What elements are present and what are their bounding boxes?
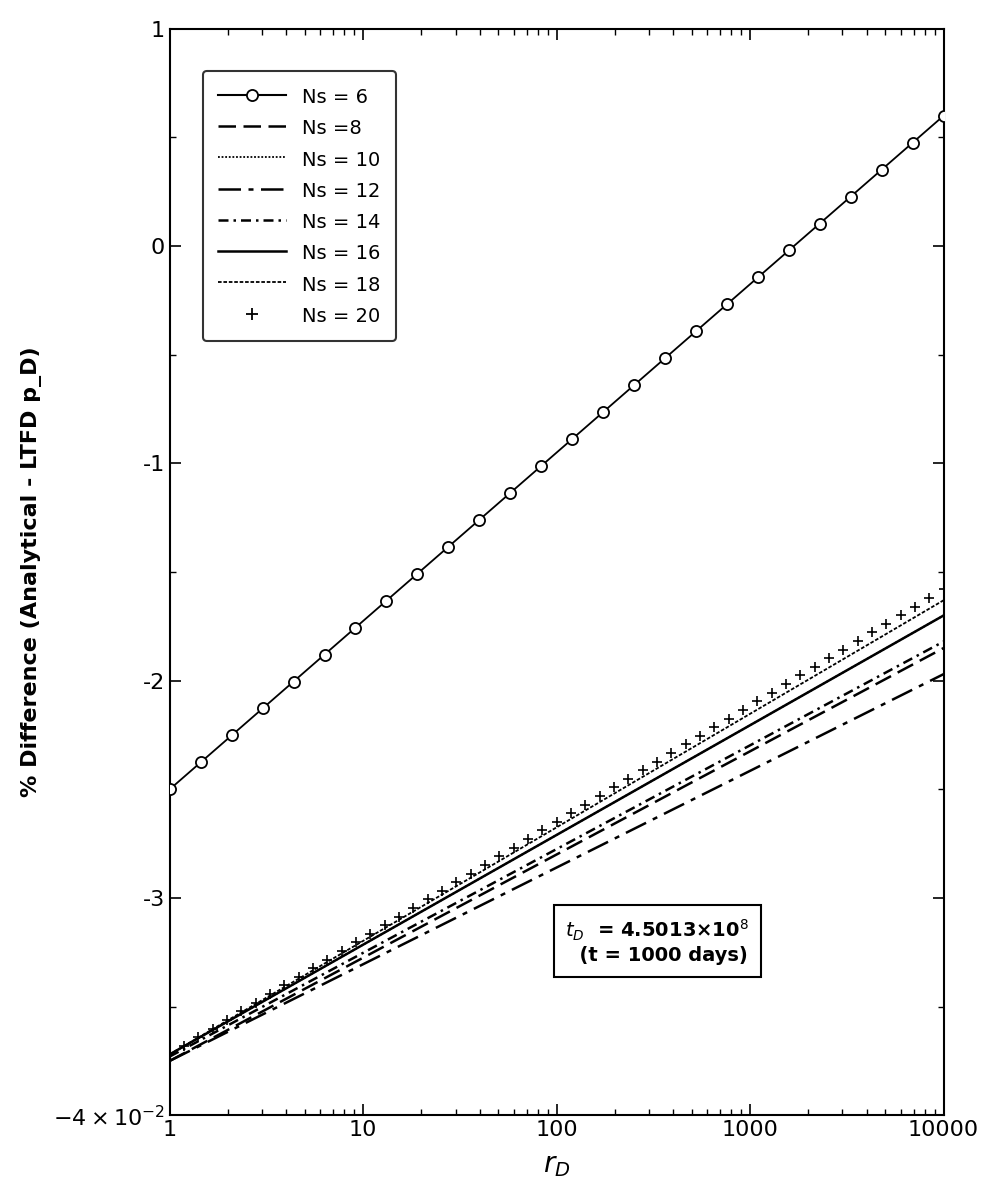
Legend: Ns = 6, Ns =8, Ns = 10, Ns = 12, Ns = 14, Ns = 16, Ns = 18, Ns = 20: Ns = 6, Ns =8, Ns = 10, Ns = 12, Ns = 14… <box>203 71 396 341</box>
Y-axis label: % Difference (Analytical - LTFD p_D): % Difference (Analytical - LTFD p_D) <box>21 347 42 797</box>
Text: $t_D$  = 4.5013×10$^8$
  (t = 1000 days): $t_D$ = 4.5013×10$^8$ (t = 1000 days) <box>565 918 749 965</box>
X-axis label: $r_D$: $r_D$ <box>543 1151 570 1180</box>
